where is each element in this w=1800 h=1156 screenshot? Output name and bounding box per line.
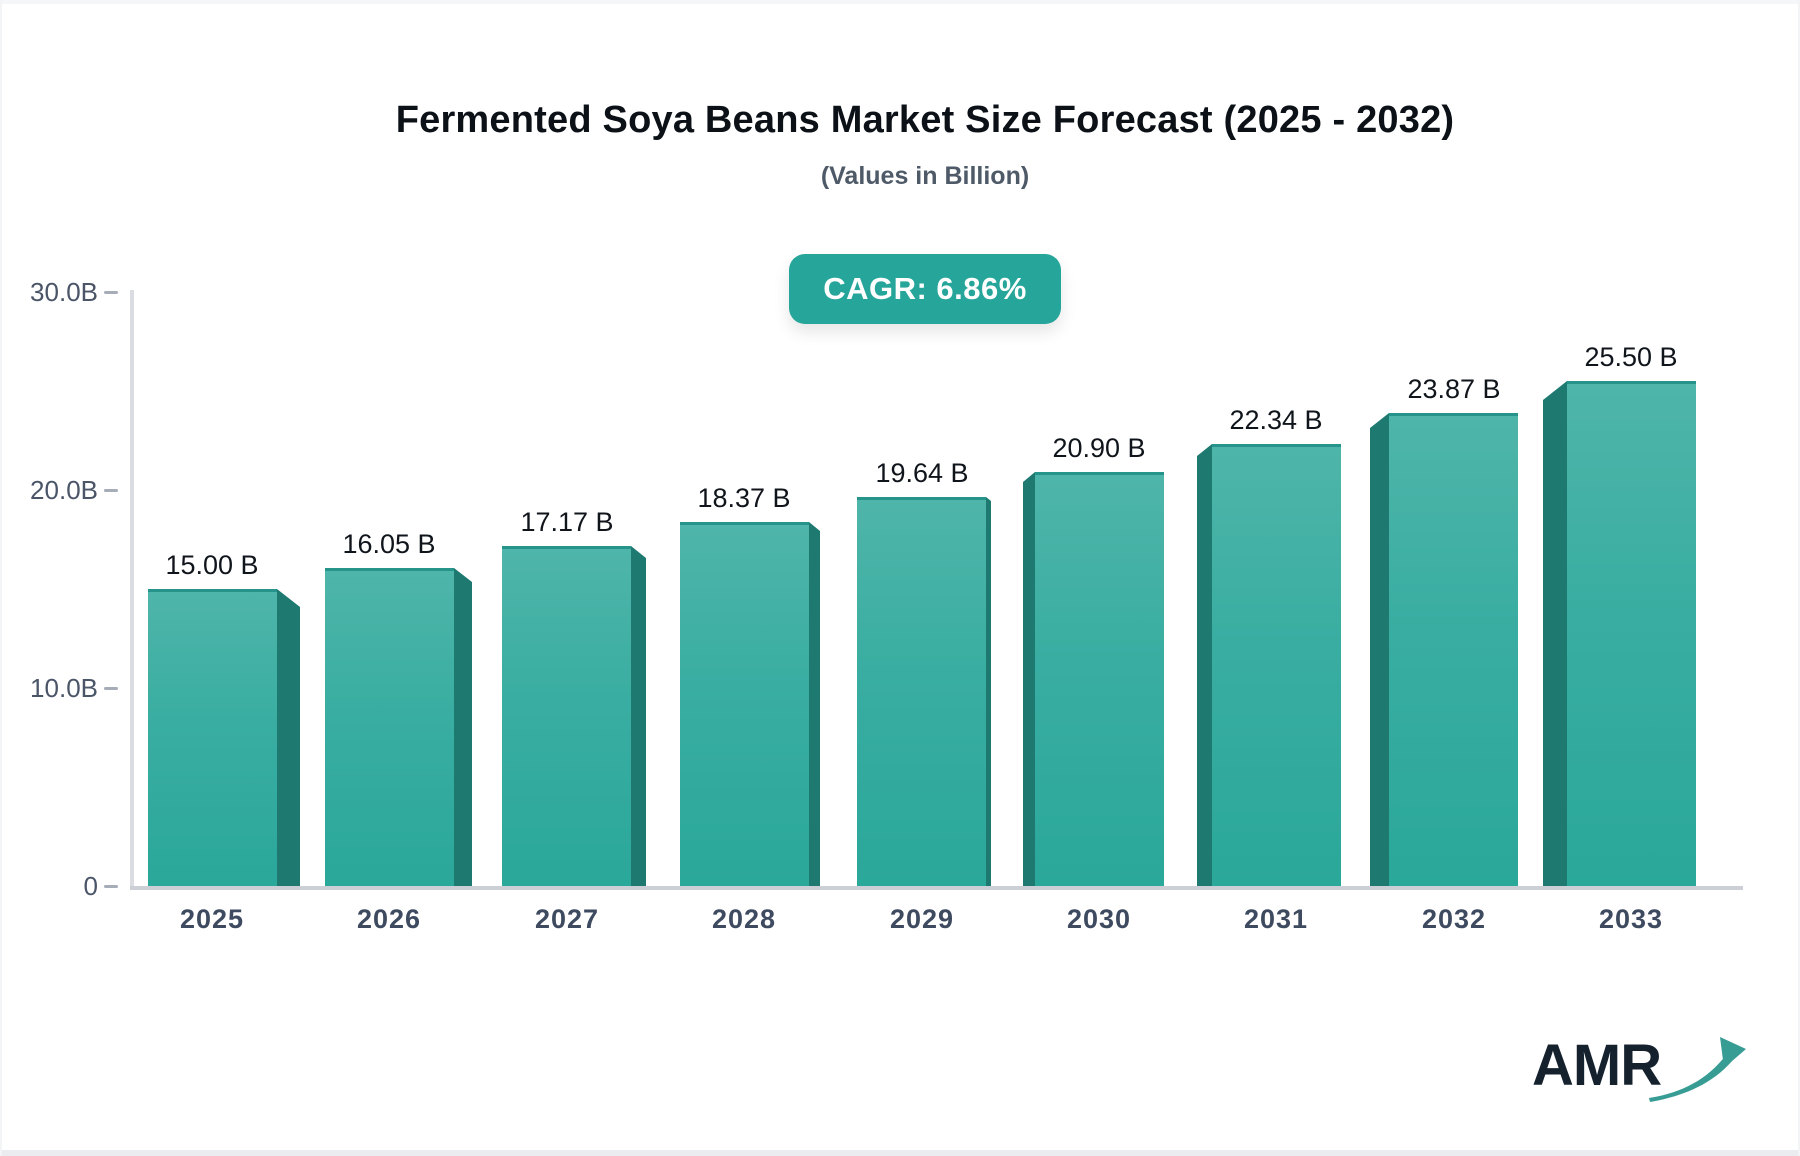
bar-value-label-2031: 22.34 B bbox=[1229, 405, 1323, 435]
amr-logo: AMR bbox=[1532, 1036, 1747, 1104]
bar-value-label-2028: 18.37 B bbox=[697, 483, 791, 513]
cagr-badge: CAGR: 6.86% bbox=[789, 254, 1061, 324]
bar-2025[interactable] bbox=[148, 589, 277, 886]
x-axis-label-2028: 2028 bbox=[711, 904, 777, 934]
bar-2030-3d-side bbox=[1023, 472, 1035, 886]
bar-2033[interactable] bbox=[1567, 381, 1696, 886]
canvas-border-strip-top bbox=[0, 0, 1800, 4]
bar-2032[interactable] bbox=[1389, 413, 1518, 886]
bar-value-label-2029: 19.64 B bbox=[875, 458, 969, 488]
x-axis-label-2029: 2029 bbox=[889, 904, 955, 934]
y-axis-tick-label: 0 bbox=[83, 871, 98, 901]
bar-2027[interactable] bbox=[502, 546, 631, 886]
canvas-border-strip-right bbox=[1798, 0, 1800, 1156]
bar-2026-3d-side bbox=[454, 568, 472, 886]
x-axis-label-2025: 2025 bbox=[179, 904, 245, 934]
y-axis-tick-label: 10.0B bbox=[30, 673, 98, 703]
x-axis-label-2032: 2032 bbox=[1421, 904, 1487, 934]
x-axis-line bbox=[130, 886, 1743, 890]
bar-2032-3d-side bbox=[1370, 413, 1389, 886]
bar-2030[interactable] bbox=[1035, 472, 1164, 886]
amr-logo-text: AMR bbox=[1532, 1033, 1662, 1098]
bar-2027-3d-side bbox=[631, 546, 646, 886]
bar-value-label-2025: 15.00 B bbox=[165, 550, 259, 580]
bar-value-label-2032: 23.87 B bbox=[1407, 374, 1501, 404]
bar-2028-3d-side bbox=[809, 522, 820, 886]
bar-2026[interactable] bbox=[325, 568, 454, 886]
chart-subtitle: (Values in Billion) bbox=[820, 162, 1030, 190]
y-axis-tick-mark bbox=[104, 687, 118, 690]
x-axis-label-2030: 2030 bbox=[1066, 904, 1132, 934]
bar-2028[interactable] bbox=[680, 522, 809, 886]
y-axis-tick-label: 30.0B bbox=[30, 277, 98, 307]
canvas-border-strip-bottom bbox=[0, 1150, 1800, 1156]
chart-title: Fermented Soya Beans Market Size Forecas… bbox=[395, 99, 1455, 141]
x-axis-label-2031: 2031 bbox=[1243, 904, 1309, 934]
canvas-border-strip-left bbox=[0, 0, 2, 1156]
y-axis-tick-label: 20.0B bbox=[30, 475, 98, 505]
bar-value-label-2027: 17.17 B bbox=[520, 507, 614, 537]
x-axis-label-2033: 2033 bbox=[1598, 904, 1664, 934]
bar-2031-3d-side bbox=[1197, 444, 1212, 886]
x-axis-label-2026: 2026 bbox=[356, 904, 422, 934]
bar-2033-3d-side bbox=[1543, 381, 1567, 886]
bar-value-label-2030: 20.90 B bbox=[1052, 433, 1146, 463]
x-axis-label-2027: 2027 bbox=[534, 904, 600, 934]
y-axis-tick-mark bbox=[104, 291, 118, 294]
y-axis-tick-mark bbox=[104, 489, 118, 492]
cagr-badge-wrapper: CAGR: 6.86% bbox=[60, 254, 1790, 324]
growth-arrow-icon bbox=[1649, 1037, 1747, 1102]
bar-2029-3d-side bbox=[986, 497, 991, 886]
bar-2025-3d-side bbox=[277, 589, 300, 886]
bar-value-label-2033: 25.50 B bbox=[1584, 342, 1678, 372]
y-axis-tick-mark bbox=[104, 885, 118, 888]
bar-2031[interactable] bbox=[1212, 444, 1341, 886]
bar-2029[interactable] bbox=[857, 497, 986, 886]
y-axis-line bbox=[130, 290, 134, 890]
bar-value-label-2026: 16.05 B bbox=[342, 529, 436, 559]
